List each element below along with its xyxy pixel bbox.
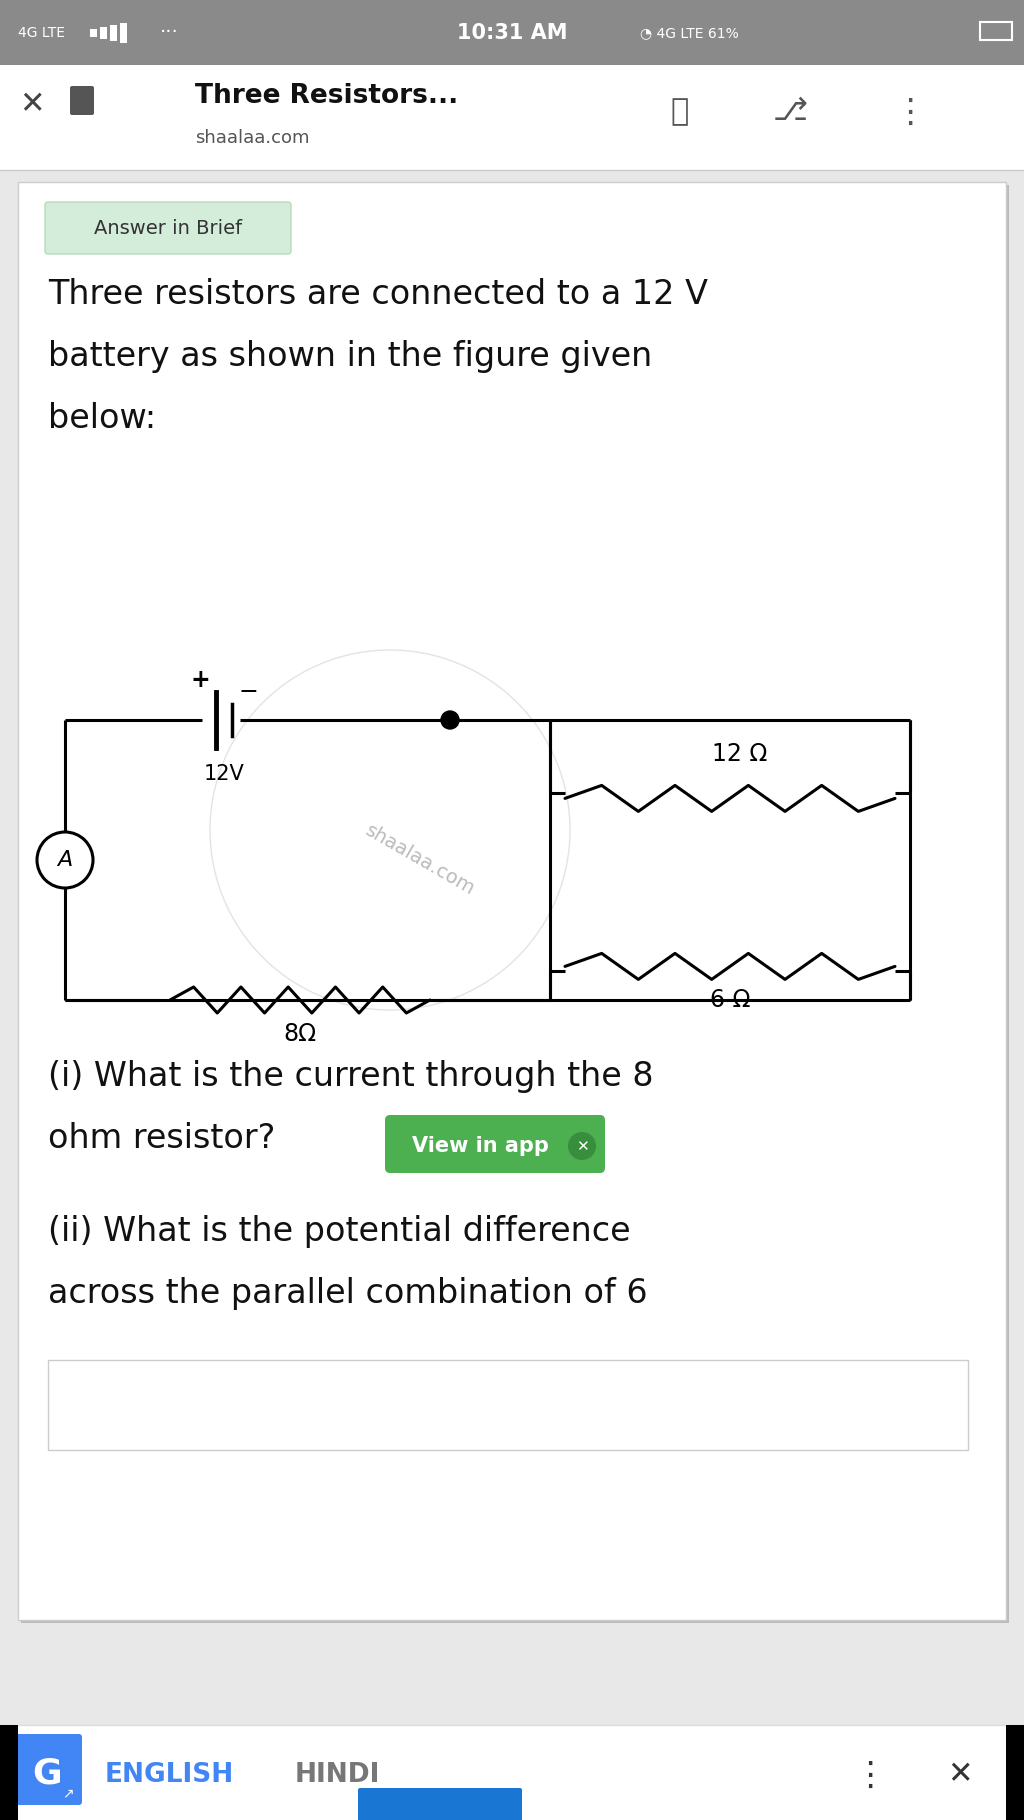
Text: Answer in Brief: Answer in Brief bbox=[94, 220, 242, 238]
Circle shape bbox=[210, 650, 570, 1010]
Text: shaalaa.com: shaalaa.com bbox=[195, 129, 309, 147]
FancyBboxPatch shape bbox=[0, 1725, 18, 1820]
FancyBboxPatch shape bbox=[0, 66, 1024, 169]
Text: across the parallel combination of 6: across the parallel combination of 6 bbox=[48, 1278, 647, 1310]
FancyBboxPatch shape bbox=[1006, 1725, 1024, 1820]
Text: ✕: ✕ bbox=[575, 1139, 589, 1154]
FancyBboxPatch shape bbox=[120, 24, 127, 44]
FancyBboxPatch shape bbox=[110, 25, 117, 42]
Text: 🔖: 🔖 bbox=[671, 98, 689, 127]
FancyBboxPatch shape bbox=[0, 0, 1024, 66]
Text: (i) What is the current through the 8: (i) What is the current through the 8 bbox=[48, 1059, 653, 1094]
Text: 12 Ω: 12 Ω bbox=[713, 743, 768, 766]
FancyBboxPatch shape bbox=[358, 1787, 522, 1820]
Text: below:: below: bbox=[48, 402, 156, 435]
FancyBboxPatch shape bbox=[45, 202, 291, 255]
FancyBboxPatch shape bbox=[385, 1116, 605, 1174]
FancyBboxPatch shape bbox=[90, 29, 97, 36]
Text: ✕: ✕ bbox=[947, 1760, 973, 1789]
Text: ↗: ↗ bbox=[62, 1785, 74, 1800]
FancyBboxPatch shape bbox=[100, 27, 106, 38]
FancyBboxPatch shape bbox=[22, 186, 1009, 1623]
Text: A: A bbox=[57, 850, 73, 870]
Circle shape bbox=[441, 712, 459, 730]
Text: ⋮: ⋮ bbox=[853, 1758, 887, 1791]
Text: Three resistors are connected to a 12 V: Three resistors are connected to a 12 V bbox=[48, 278, 708, 311]
FancyBboxPatch shape bbox=[11, 1734, 82, 1805]
Text: ⎇: ⎇ bbox=[772, 98, 808, 127]
FancyBboxPatch shape bbox=[70, 86, 94, 115]
Text: 12V: 12V bbox=[204, 764, 245, 784]
Text: shaalaa.com: shaalaa.com bbox=[361, 821, 478, 899]
Circle shape bbox=[37, 832, 93, 888]
Text: G: G bbox=[32, 1756, 61, 1791]
Text: HINDI: HINDI bbox=[295, 1762, 380, 1787]
FancyBboxPatch shape bbox=[48, 1360, 968, 1451]
Text: ⋮: ⋮ bbox=[893, 95, 927, 129]
Text: 6 Ω: 6 Ω bbox=[710, 988, 751, 1012]
Text: +: + bbox=[190, 668, 210, 692]
Text: ✕: ✕ bbox=[19, 91, 45, 120]
FancyBboxPatch shape bbox=[18, 182, 1006, 1620]
Text: View in app: View in app bbox=[412, 1136, 549, 1156]
Text: 10:31 AM: 10:31 AM bbox=[457, 24, 567, 44]
Text: ···: ··· bbox=[160, 24, 179, 42]
Text: 4G LTE: 4G LTE bbox=[18, 25, 65, 40]
FancyBboxPatch shape bbox=[0, 1725, 1024, 1820]
Text: battery as shown in the figure given: battery as shown in the figure given bbox=[48, 340, 652, 373]
Text: (ii) What is the potential difference: (ii) What is the potential difference bbox=[48, 1216, 631, 1249]
Text: ENGLISH: ENGLISH bbox=[105, 1762, 234, 1787]
Text: ohm resistor?: ohm resistor? bbox=[48, 1121, 275, 1156]
Text: 8Ω: 8Ω bbox=[284, 1023, 316, 1046]
Circle shape bbox=[568, 1132, 596, 1159]
Text: Three Resistors...: Three Resistors... bbox=[195, 84, 459, 109]
Text: ◔ 4G LTE 61%: ◔ 4G LTE 61% bbox=[640, 25, 738, 40]
Text: −: − bbox=[239, 681, 258, 704]
